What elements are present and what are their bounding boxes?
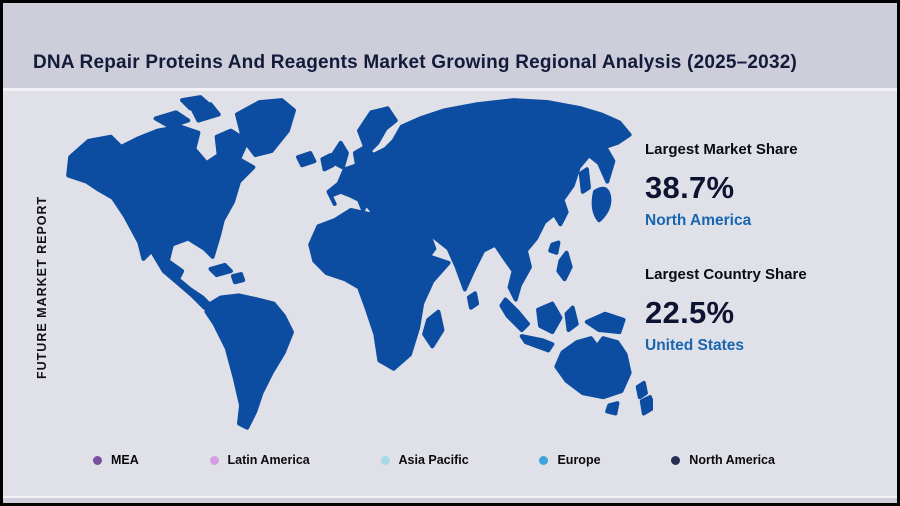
stat-largest-market-share: Largest Market Share 38.7% North America: [645, 141, 890, 230]
sakhalin: [578, 167, 591, 194]
stat-region: United States: [645, 337, 745, 354]
taiwan: [548, 240, 561, 255]
stat-value: 38.7%: [645, 170, 735, 205]
page-title: DNA Repair Proteins And Reagents Market …: [33, 52, 798, 73]
british-isles: [320, 140, 349, 172]
legend-label: North America: [689, 453, 775, 467]
tasmania: [605, 401, 620, 416]
stat-label: Largest Country Share: [645, 266, 807, 283]
legend-label: MEA: [111, 453, 139, 467]
header-band: DNA Repair Proteins And Reagents Market …: [3, 3, 897, 91]
japan: [591, 186, 612, 223]
scandinavia: [357, 106, 398, 154]
legend-item-latin-america: Latin America: [209, 453, 310, 467]
new-zealand: [635, 380, 653, 416]
legend-item-asia-pacific: Asia Pacific: [380, 453, 469, 467]
world-map-landmass: [66, 95, 653, 430]
stat-label: Largest Market Share: [645, 141, 798, 158]
arctic-islands: [153, 95, 221, 129]
continent-eurasia: [326, 98, 632, 302]
legend-dot-latin-america: [209, 455, 219, 465]
philippines: [556, 250, 573, 282]
sri-lanka: [466, 291, 480, 310]
footer-band: [3, 496, 897, 503]
legend-item-europe: Europe: [539, 453, 601, 467]
legend-dot-asia-pacific: [380, 455, 390, 465]
indonesia: [499, 297, 579, 353]
continent-north-america: [66, 124, 256, 310]
stat-largest-country-share: Largest Country Share 22.5% United State…: [645, 266, 890, 355]
legend-dot-mea: [93, 455, 102, 465]
italy: [361, 189, 388, 233]
legend-item-north-america: North America: [671, 453, 775, 467]
greenland: [234, 98, 296, 158]
legend-dot-europe: [539, 455, 549, 465]
stat-region: North America: [645, 212, 752, 229]
caribbean-islands: [208, 262, 246, 285]
iceland: [295, 151, 317, 168]
madagascar: [422, 309, 445, 349]
legend-label: Latin America: [227, 453, 310, 467]
legend-dot-north-america: [671, 455, 681, 465]
continent-south-america: [204, 293, 294, 430]
stats-panel: Largest Market Share 38.7% North America…: [645, 141, 890, 355]
australia: [554, 336, 632, 400]
legend-label: Asia Pacific: [398, 453, 469, 467]
stat-value: 22.5%: [645, 295, 735, 330]
brand-vertical-label: FUTURE MARKET REPORT: [35, 195, 49, 379]
world-map: [58, 95, 653, 443]
new-guinea: [584, 311, 626, 335]
legend-label: Europe: [557, 453, 601, 467]
legend-item-mea: MEA: [93, 453, 139, 467]
legend: MEA Latin America Asia Pacific Europe No…: [93, 453, 775, 467]
world-map-svg: [66, 95, 653, 430]
